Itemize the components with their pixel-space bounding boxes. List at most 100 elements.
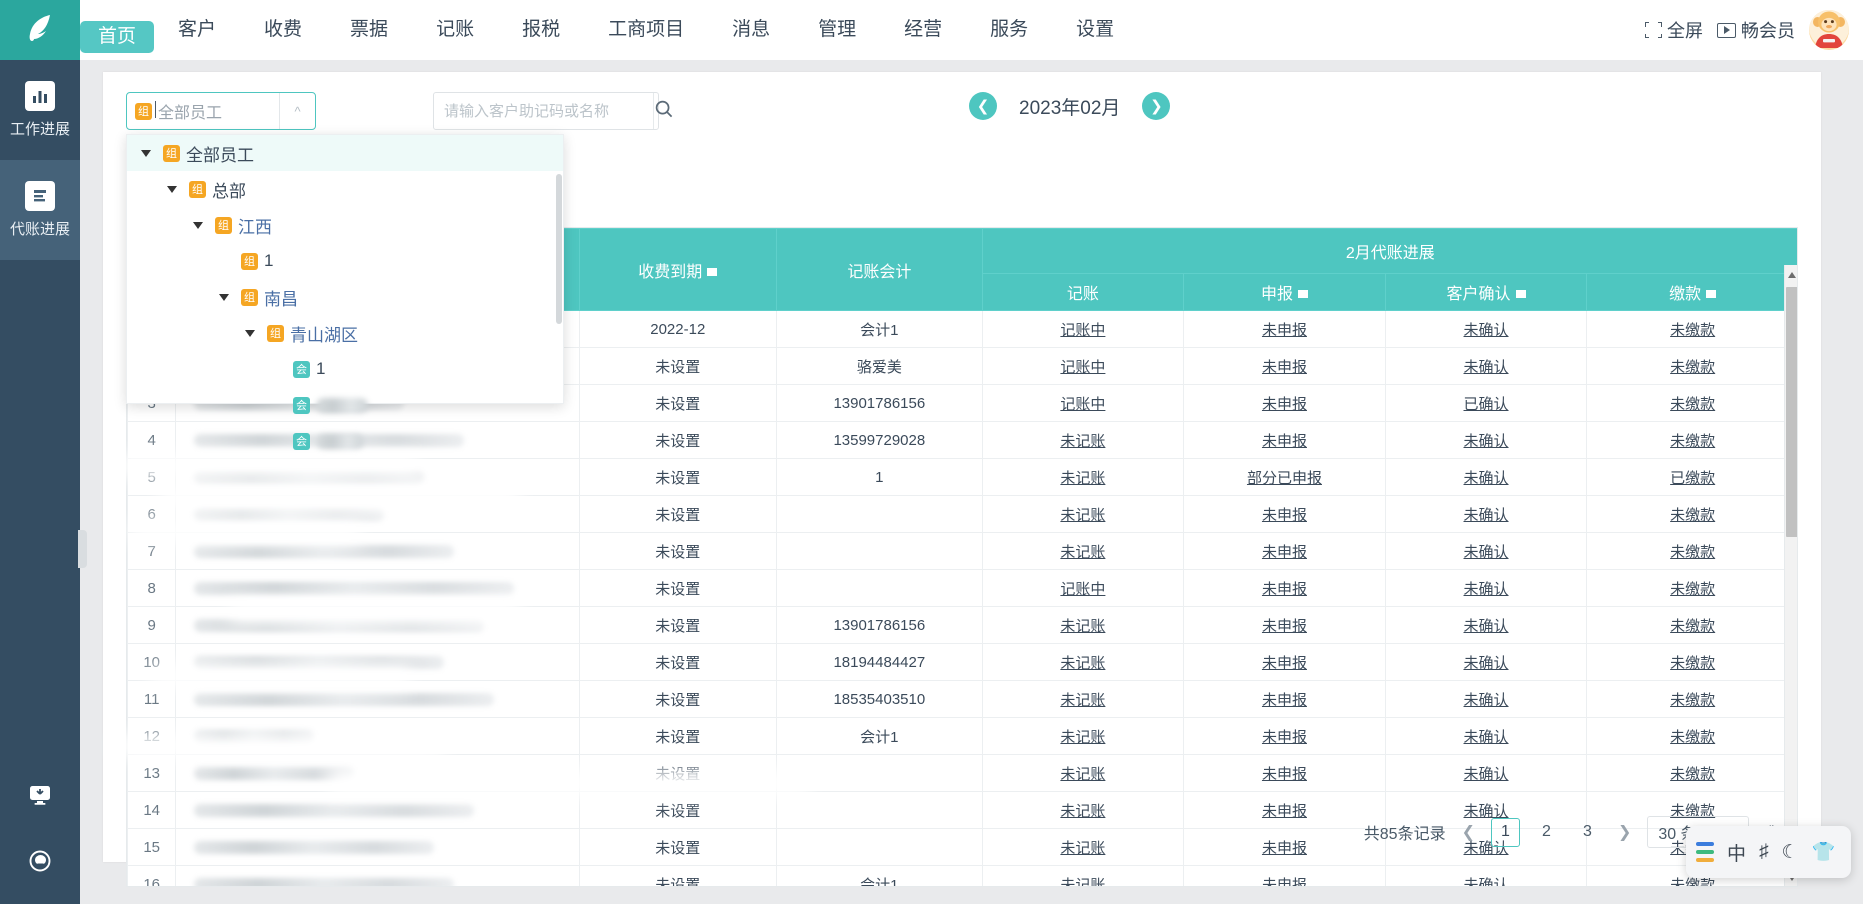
page-next-button[interactable]: ❯ [1617, 824, 1632, 841]
cell-confirm[interactable]: 未确认 [1384, 643, 1588, 681]
nav-item-business[interactable]: 工商项目 [608, 19, 685, 40]
cell-customer-name[interactable] [175, 680, 580, 718]
cell-confirm[interactable]: 未确认 [1384, 754, 1588, 792]
cell-confirm-link[interactable]: 未确认 [1463, 691, 1509, 709]
cell-payment-link[interactable]: 未缴款 [1670, 728, 1716, 746]
cell-declare-link[interactable]: 部分已申报 [1246, 469, 1322, 487]
cell-bookkeep-link[interactable]: 未记账 [1060, 506, 1106, 524]
nav-item-invoice[interactable]: 票据 [350, 19, 389, 40]
cell-bookkeep-link[interactable]: 记账中 [1060, 580, 1106, 598]
tree-node[interactable]: 组全部员工 [127, 135, 563, 171]
cell-customer-name[interactable] [175, 569, 580, 607]
cell-declare[interactable]: 未申报 [1183, 754, 1386, 792]
sidebar-item-work-progress[interactable]: 工作进展 [0, 60, 80, 160]
cell-payment[interactable]: 已缴款 [1586, 458, 1797, 496]
cell-declare[interactable]: 未申报 [1183, 384, 1386, 422]
cell-declare-link[interactable]: 未申报 [1261, 876, 1307, 887]
table-row[interactable]: 8 未设置 记账中 未申报 未确认 未缴款 [127, 569, 1797, 607]
nav-item-messages[interactable]: 消息 [732, 19, 771, 40]
table-row[interactable]: 12 未设置 会计1 未记账 未申报 未确认 未缴款 [127, 717, 1797, 755]
shirt-icon[interactable]: 👕 [1811, 842, 1836, 863]
cell-confirm[interactable]: 未确认 [1384, 310, 1588, 348]
cell-declare[interactable]: 未申报 [1183, 532, 1386, 570]
cell-payment[interactable]: 未缴款 [1586, 569, 1797, 607]
cell-payment[interactable]: 未缴款 [1586, 421, 1797, 459]
cell-bookkeep[interactable]: 记账中 [981, 310, 1185, 348]
cell-confirm-link[interactable]: 未确认 [1463, 469, 1509, 487]
cell-payment[interactable]: 未缴款 [1586, 754, 1797, 792]
cell-bookkeep-link[interactable]: 记账中 [1060, 395, 1106, 413]
cell-confirm[interactable]: 未确认 [1384, 532, 1588, 570]
chevron-down-icon[interactable] [241, 329, 259, 337]
tree-node[interactable]: 组总部 [127, 171, 563, 207]
member-button[interactable]: 畅会员 [1717, 17, 1795, 43]
cell-customer-name[interactable] [175, 458, 580, 496]
cell-bookkeep-link[interactable]: 记账中 [1060, 358, 1106, 376]
employee-select[interactable]: 组 全部员工 ^ [126, 92, 316, 130]
download-client-button[interactable] [0, 764, 80, 830]
cell-declare[interactable]: 未申报 [1183, 569, 1386, 607]
tree-node[interactable]: 会 [127, 387, 563, 423]
cell-declare[interactable]: 未申报 [1183, 828, 1386, 866]
cell-payment-link[interactable]: 未缴款 [1670, 580, 1716, 598]
table-row[interactable]: 5 未设置 1 未记账 部分已申报 未确认 已缴款 [127, 458, 1797, 496]
cell-bookkeep[interactable]: 未记账 [981, 754, 1185, 792]
support-button[interactable] [0, 830, 80, 896]
cell-bookkeep[interactable]: 未记账 [981, 606, 1185, 644]
cell-payment[interactable]: 未缴款 [1586, 717, 1797, 755]
cell-confirm-link[interactable]: 未确认 [1463, 728, 1509, 746]
cell-confirm[interactable]: 已确认 [1384, 384, 1588, 422]
cell-bookkeep-link[interactable]: 未记账 [1060, 469, 1106, 487]
cell-declare-link[interactable]: 未申报 [1261, 543, 1307, 561]
cell-declare[interactable]: 未申报 [1183, 495, 1386, 533]
filter-icon[interactable] [1706, 290, 1717, 298]
tree-node[interactable]: 组南昌 [127, 279, 563, 315]
cell-confirm[interactable]: 未确认 [1384, 347, 1588, 385]
cell-declare[interactable]: 未申报 [1183, 310, 1386, 348]
filter-icon[interactable] [1515, 290, 1526, 298]
cell-payment-link[interactable]: 未缴款 [1670, 358, 1716, 376]
cell-bookkeep[interactable]: 记账中 [981, 384, 1185, 422]
filter-icon[interactable] [707, 267, 718, 276]
chevron-right-icon[interactable]: ❯ [1142, 92, 1171, 120]
cell-declare[interactable]: 未申报 [1183, 421, 1386, 459]
cell-declare-link[interactable]: 未申报 [1261, 617, 1307, 635]
cell-customer-name[interactable] [175, 754, 580, 792]
table-row[interactable]: 4 未设置 13599729028 未记账 未申报 未确认 未缴款 [127, 421, 1797, 459]
nav-item-fees[interactable]: 收费 [264, 19, 303, 40]
search-input[interactable] [434, 93, 653, 129]
cell-declare-link[interactable]: 未申报 [1261, 580, 1307, 598]
cell-bookkeep[interactable]: 未记账 [981, 791, 1185, 829]
cell-customer-name[interactable] [175, 828, 580, 866]
app-logo[interactable] [0, 0, 80, 60]
scroll-up-icon[interactable] [1788, 272, 1796, 278]
cell-customer-name[interactable] [175, 643, 580, 681]
cell-payment-link[interactable]: 未缴款 [1670, 395, 1716, 413]
moon-icon[interactable]: ☾ [1781, 841, 1799, 863]
chevron-up-icon[interactable]: ^ [279, 93, 315, 129]
sidebar-item-bookkeeping-progress[interactable]: 代账进展 [0, 160, 80, 260]
keyboard-icon[interactable]: ♯ [1759, 841, 1769, 862]
page-button-1[interactable]: 1 [1490, 817, 1520, 847]
cell-bookkeep[interactable]: 记账中 [981, 347, 1185, 385]
cell-payment-link[interactable]: 未缴款 [1670, 876, 1716, 887]
cell-declare[interactable]: 未申报 [1183, 791, 1386, 829]
cell-customer-name[interactable] [175, 421, 580, 459]
page-button-3[interactable]: 3 [1583, 823, 1592, 840]
cell-payment[interactable]: 未缴款 [1586, 680, 1797, 718]
chevron-left-icon[interactable]: ❮ [969, 92, 997, 120]
cell-bookkeep[interactable]: 未记账 [981, 865, 1185, 886]
cell-declare-link[interactable]: 未申报 [1261, 321, 1307, 339]
col-confirm[interactable]: 客户确认 [1384, 273, 1588, 311]
fullscreen-button[interactable]: 全屏 [1645, 17, 1703, 43]
cell-customer-name[interactable] [175, 606, 580, 644]
cell-confirm-link[interactable]: 未确认 [1463, 839, 1509, 857]
cell-declare[interactable]: 未申报 [1183, 680, 1386, 718]
cell-bookkeep-link[interactable]: 未记账 [1060, 691, 1106, 709]
cell-declare-link[interactable]: 未申报 [1261, 765, 1307, 783]
cell-bookkeep[interactable]: 记账中 [981, 569, 1185, 607]
col-declare[interactable]: 申报 [1183, 273, 1386, 311]
cell-bookkeep-link[interactable]: 未记账 [1060, 654, 1106, 672]
